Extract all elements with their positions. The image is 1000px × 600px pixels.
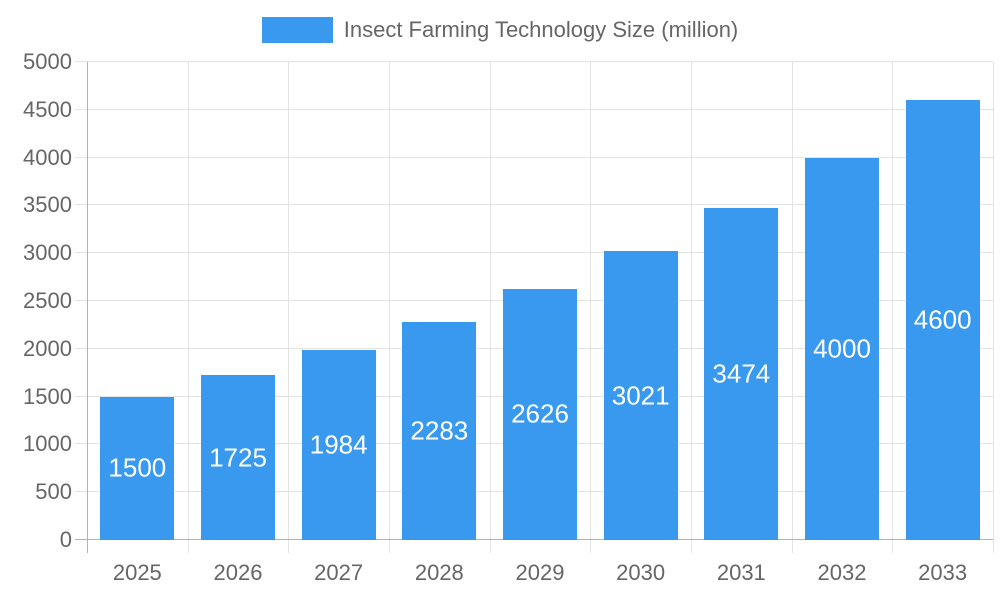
bar-2029: 2626 <box>503 288 577 540</box>
x-gridline <box>188 62 189 553</box>
x-axis-tick-label: 2031 <box>716 560 766 585</box>
y-axis-tick-label: 0 <box>59 527 72 552</box>
x-gridline <box>892 62 893 553</box>
legend-label: Insect Farming Technology Size (million) <box>343 17 739 42</box>
chart-legend: Insect Farming Technology Size (million) <box>0 17 1000 43</box>
bar-value-label: 1500 <box>108 452 167 483</box>
x-gridline <box>993 62 994 553</box>
legend-item[interactable]: Insect Farming Technology Size (million) <box>261 17 739 43</box>
y-axis-tick-label: 4500 <box>23 96 72 122</box>
y-axis-line <box>87 62 88 553</box>
bar-value-label: 2626 <box>511 398 569 429</box>
x-axis-tick-label: 2033 <box>918 560 968 585</box>
x-axis-tick-label: 2026 <box>213 560 263 585</box>
legend-color-swatch <box>261 17 333 43</box>
bar-2028: 2283 <box>402 321 477 540</box>
plot-area: 0 500 1000 1500 2000 2500 3000 3500 4000 4500 5000… <box>23 49 994 585</box>
bar-2031: 3474 <box>704 207 779 540</box>
x-axis-tick-label: 2029 <box>515 560 565 585</box>
y-gridline <box>75 108 993 110</box>
bar-value-label: 2283 <box>410 415 469 446</box>
bar-2032: 4000 <box>805 157 879 540</box>
bar-2026: 1725 <box>201 375 275 540</box>
y-axis-tick-label: 1000 <box>23 431 72 457</box>
x-gridline <box>389 62 390 553</box>
y-axis-tick-label: 500 <box>35 479 72 505</box>
bar-2030: 3021 <box>603 251 678 540</box>
bar-2033: 4600 <box>905 100 980 540</box>
x-gridline <box>288 62 289 553</box>
y-axis-tick-label: 4000 <box>23 144 72 170</box>
bar-value-label: 4600 <box>913 304 972 335</box>
x-axis-tick-label: 2032 <box>817 560 867 585</box>
bar-value-label: 3021 <box>611 380 670 411</box>
bar-2027: 1984 <box>301 350 376 540</box>
x-gridline <box>490 62 491 553</box>
bar-value-label: 4000 <box>813 333 871 364</box>
y-axis-tick-label: 2500 <box>23 288 72 313</box>
x-axis-tick-label: 2028 <box>414 560 464 585</box>
bar-value-label: 3474 <box>712 358 771 389</box>
x-gridline <box>590 62 591 553</box>
x-gridline <box>792 62 793 553</box>
y-axis-tick-label: 1500 <box>23 383 72 409</box>
y-axis-tick-label: 5000 <box>23 49 72 74</box>
y-axis-tick-label: 3500 <box>23 192 72 218</box>
bar-value-label: 1984 <box>309 429 368 460</box>
x-axis-tick-label: 2027 <box>314 560 364 585</box>
y-axis-tick-label: 3000 <box>23 240 72 266</box>
x-gridline <box>691 62 692 553</box>
x-axis-tick-label: 2025 <box>112 560 162 585</box>
bar-2025: 1500 <box>100 396 175 540</box>
bar-value-label: 1725 <box>209 442 267 473</box>
y-gridline <box>75 61 993 62</box>
x-axis-tick-label: 2030 <box>616 560 666 585</box>
y-axis-tick-label: 2000 <box>23 335 72 361</box>
